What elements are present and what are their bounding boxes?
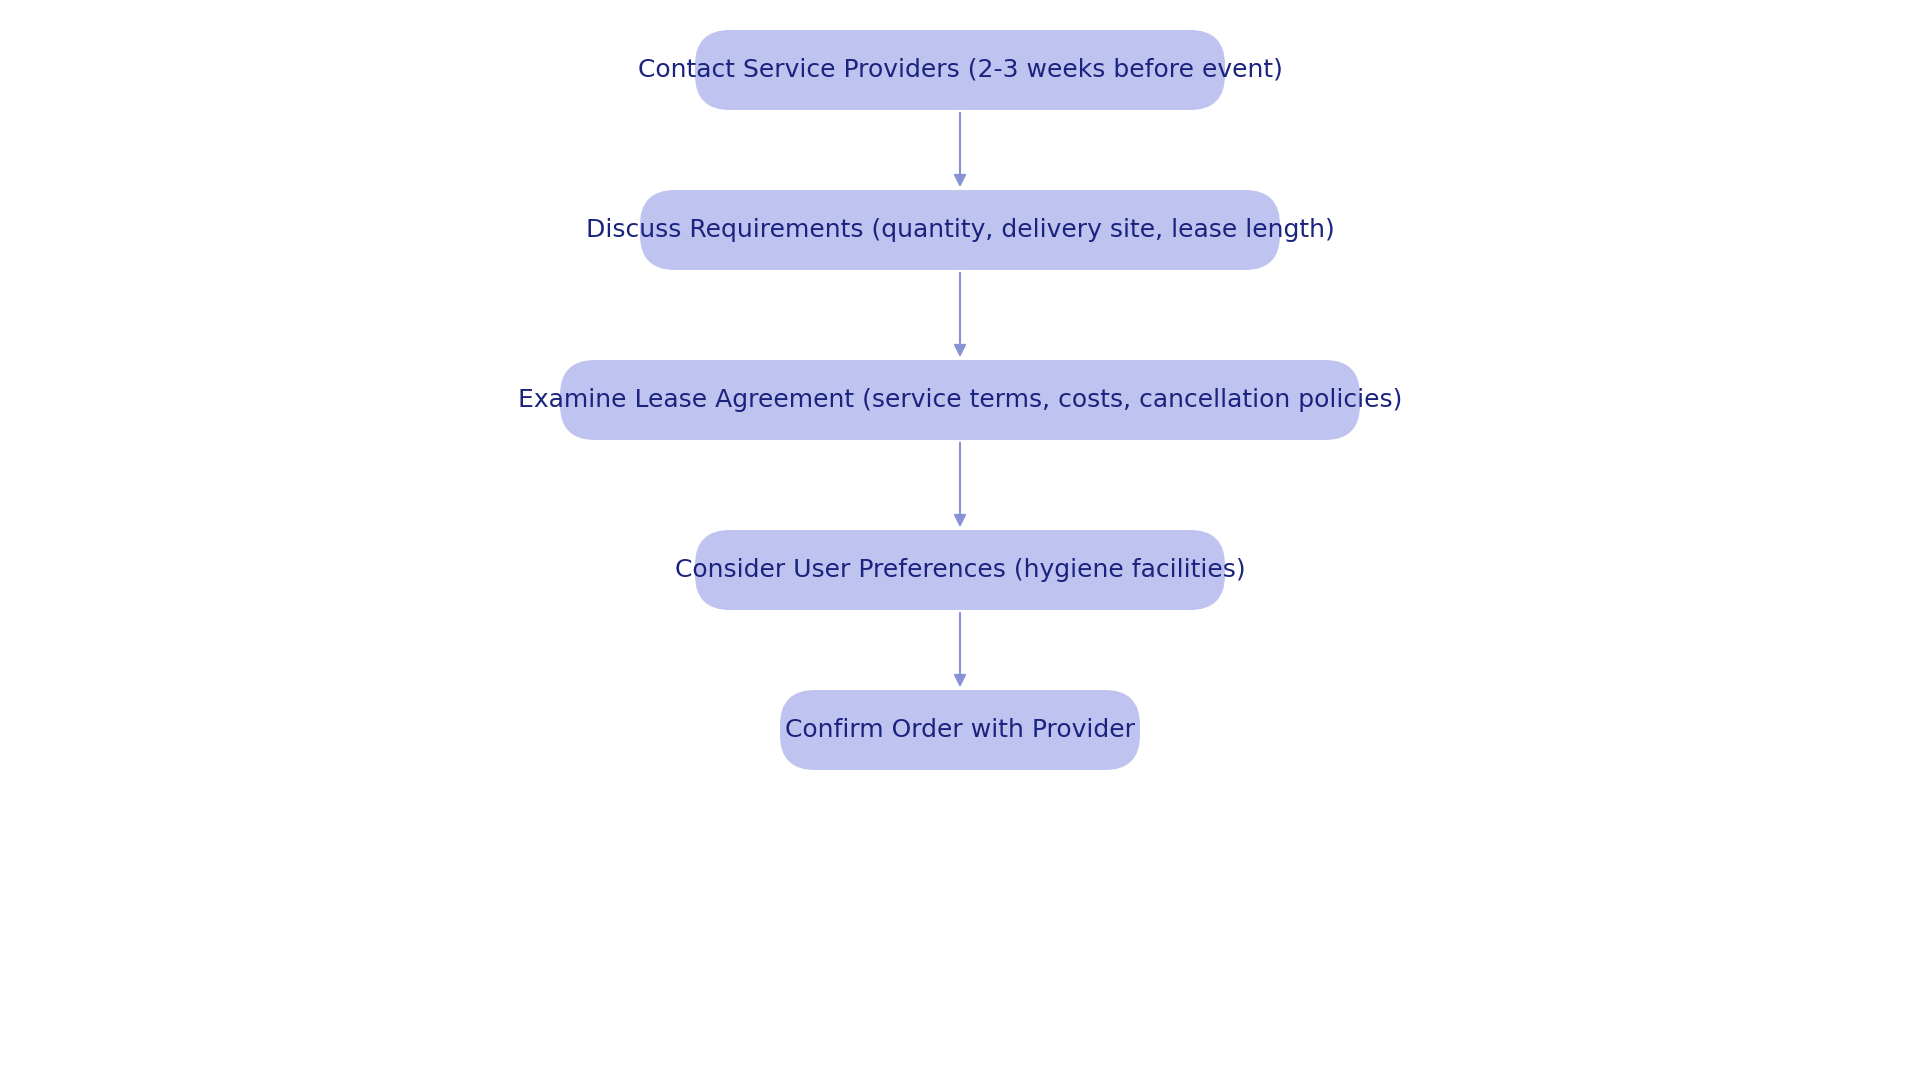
FancyBboxPatch shape	[561, 360, 1359, 440]
Text: Examine Lease Agreement (service terms, costs, cancellation policies): Examine Lease Agreement (service terms, …	[518, 388, 1402, 412]
FancyBboxPatch shape	[639, 190, 1281, 270]
FancyBboxPatch shape	[695, 530, 1225, 610]
Text: Contact Service Providers (2-3 weeks before event): Contact Service Providers (2-3 weeks bef…	[637, 58, 1283, 82]
Text: Discuss Requirements (quantity, delivery site, lease length): Discuss Requirements (quantity, delivery…	[586, 218, 1334, 242]
FancyBboxPatch shape	[695, 30, 1225, 110]
Text: Confirm Order with Provider: Confirm Order with Provider	[785, 718, 1135, 742]
FancyBboxPatch shape	[780, 690, 1140, 770]
Text: Consider User Preferences (hygiene facilities): Consider User Preferences (hygiene facil…	[674, 558, 1246, 582]
